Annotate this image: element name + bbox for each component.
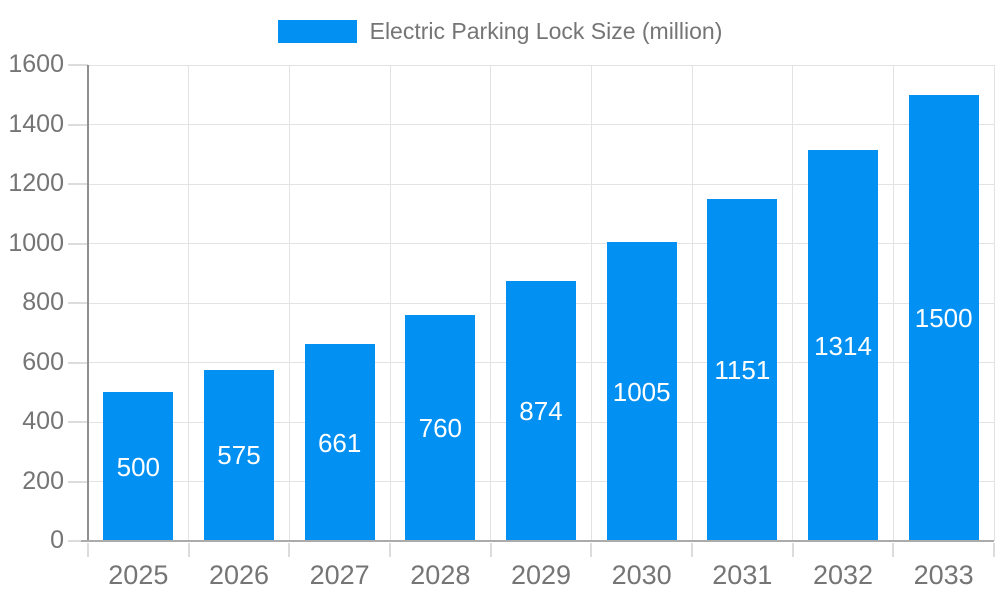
- y-tick-label: 400: [22, 407, 64, 435]
- bar-value-label: 1151: [714, 354, 771, 385]
- y-tick-label: 1000: [8, 228, 64, 257]
- y-tick-label: 600: [22, 347, 64, 376]
- y-axis-tick: [68, 183, 88, 185]
- x-axis-tick: [691, 543, 693, 557]
- y-gridline: [88, 64, 994, 66]
- bar-2031[interactable]: [707, 198, 778, 541]
- bar-2030[interactable]: [606, 242, 677, 541]
- bar-value-label: 874: [519, 395, 563, 426]
- y-tick-label: 1600: [8, 50, 64, 78]
- x-axis-tick: [187, 543, 190, 557]
- x-gridline: [490, 65, 492, 541]
- x-tick-label: 2025: [108, 560, 169, 590]
- bar-value-label: 661: [317, 427, 362, 458]
- x-axis-tick: [892, 543, 895, 557]
- x-tick-label: 2028: [410, 560, 471, 590]
- bar-2027[interactable]: [304, 344, 375, 541]
- y-axis-line: [87, 65, 89, 541]
- x-gridline: [993, 65, 995, 541]
- x-gridline: [892, 65, 894, 541]
- bar-2025[interactable]: [103, 392, 174, 541]
- bar-2029[interactable]: [506, 280, 576, 541]
- y-axis-tick: [68, 361, 88, 364]
- x-gridline: [691, 65, 693, 541]
- x-axis-tick: [993, 543, 995, 557]
- x-gridline: [590, 65, 592, 541]
- bar-value-label: 575: [217, 440, 261, 471]
- bar-2026[interactable]: [204, 369, 274, 541]
- x-axis-line: [81, 540, 994, 542]
- y-tick-label: 200: [22, 466, 64, 495]
- x-gridline: [288, 65, 290, 541]
- x-tick-label: 2033: [913, 560, 974, 590]
- bar-value-label: 1314: [814, 330, 872, 361]
- legend-swatch: [277, 20, 357, 44]
- y-axis-tick: [68, 540, 88, 542]
- y-axis-tick: [68, 242, 88, 245]
- x-tick-label: 2031: [712, 560, 773, 590]
- y-axis-tick: [68, 64, 88, 66]
- x-axis-tick: [389, 543, 391, 557]
- bar-value-label: 500: [116, 451, 161, 482]
- x-axis-tick: [590, 543, 593, 557]
- x-tick-label: 2030: [611, 560, 672, 590]
- y-axis-tick: [68, 480, 88, 483]
- bar-2032[interactable]: [808, 150, 878, 541]
- y-axis-tick: [68, 123, 88, 126]
- bar-value-label: 760: [418, 412, 463, 443]
- y-gridline: [88, 124, 994, 125]
- y-axis-tick: [68, 421, 88, 423]
- x-tick-label: 2032: [812, 560, 874, 590]
- x-axis-tick: [87, 543, 89, 557]
- bar-value-label: 1500: [914, 302, 973, 333]
- x-tick-label: 2026: [208, 560, 270, 590]
- y-tick-label: 800: [22, 288, 64, 316]
- y-tick-label: 0: [50, 526, 64, 554]
- y-tick-label: 1200: [8, 169, 64, 197]
- x-axis-tick: [288, 543, 291, 557]
- bar-2028[interactable]: [405, 314, 476, 541]
- x-axis-tick: [489, 543, 492, 557]
- bar-2033[interactable]: [908, 94, 979, 541]
- x-gridline: [188, 65, 190, 541]
- y-tick-label: 1400: [8, 109, 64, 138]
- y-axis-tick: [68, 302, 88, 304]
- x-axis-tick: [791, 543, 794, 557]
- x-gridline: [792, 65, 794, 541]
- y-gridline: [88, 183, 994, 185]
- x-tick-label: 2029: [510, 560, 572, 590]
- x-tick-label: 2027: [309, 560, 370, 590]
- y-gridline: [88, 243, 994, 244]
- bar-value-label: 1005: [612, 376, 671, 407]
- legend-label: Electric Parking Lock Size (million): [369, 18, 723, 44]
- legend[interactable]: Electric Parking Lock Size (million): [0, 18, 1000, 44]
- x-gridline: [389, 65, 391, 541]
